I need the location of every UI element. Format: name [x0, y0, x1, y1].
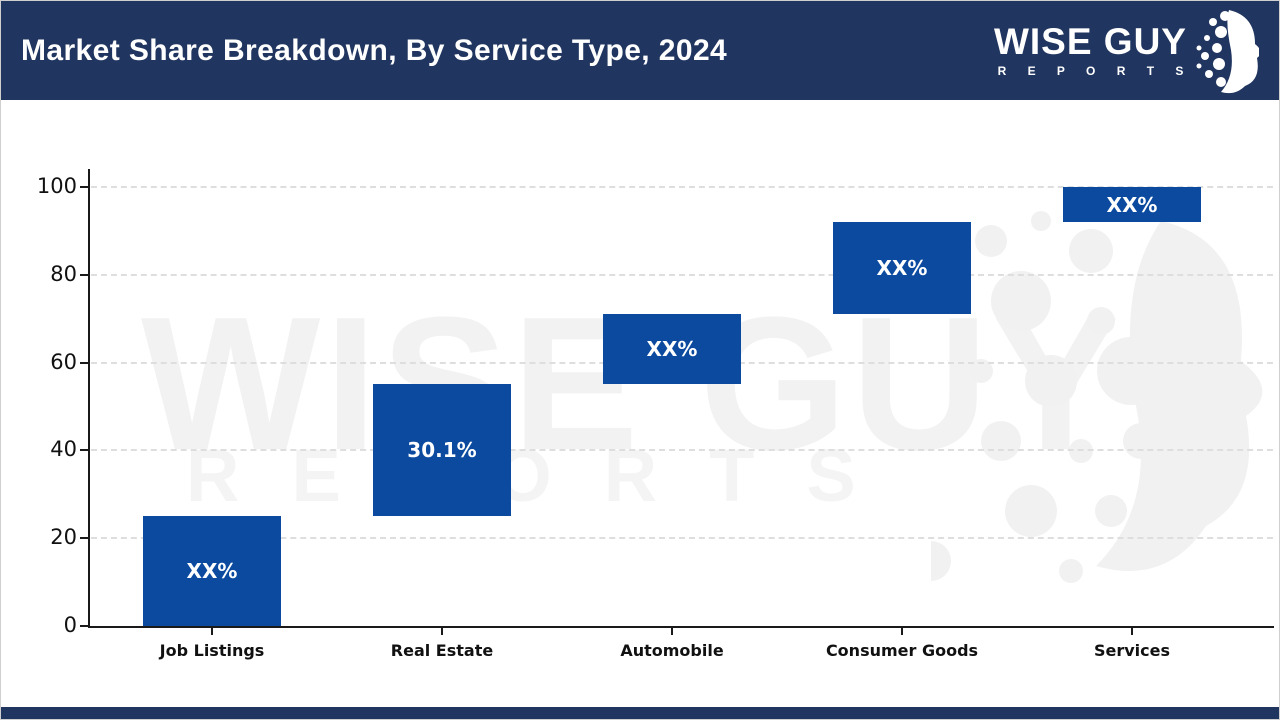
brand-name: WISE GUY — [993, 21, 1187, 62]
bar-real-estate: 30.1% — [373, 384, 511, 517]
bar-value-label: XX% — [1106, 192, 1158, 217]
y-tick-mark-60 — [80, 361, 88, 364]
x-tick-mark-1 — [211, 628, 213, 635]
bar-value-label: XX% — [646, 337, 698, 362]
gridline-40 — [91, 449, 1273, 452]
x-tick-mark-5 — [1131, 628, 1133, 635]
gridline-20 — [91, 537, 1273, 540]
x-category-label-job-listings: Job Listings — [159, 641, 265, 660]
y-tick-mark-20 — [80, 537, 88, 540]
x-category-label-services: Services — [1093, 641, 1171, 660]
page-title: Market Share Breakdown, By Service Type,… — [21, 33, 728, 67]
x-category-label-real-estate: Real Estate — [390, 641, 494, 660]
bar-automobile: XX% — [603, 314, 741, 385]
gridline-80 — [91, 273, 1273, 276]
bar-services: XX% — [1063, 187, 1201, 223]
x-tick-mark-3 — [671, 628, 673, 635]
y-tick-label-40: 40 — [50, 437, 77, 462]
brand-subname: R E P O R T S — [997, 64, 1193, 78]
y-tick-mark-40 — [80, 449, 88, 452]
footer-bar — [1, 707, 1279, 719]
y-tick-label-80: 80 — [50, 261, 77, 286]
x-category-label-automobile: Automobile — [620, 641, 724, 660]
brand-face-icon — [1196, 9, 1259, 93]
header-bar: Market Share Breakdown, By Service Type,… — [1, 1, 1279, 100]
y-tick-mark-80 — [80, 273, 88, 276]
brand-logo-text: WISE GUY R E P O R T S — [994, 23, 1187, 78]
y-tick-label-60: 60 — [50, 349, 77, 374]
x-tick-mark-4 — [901, 628, 903, 635]
y-tick-label-100: 100 — [36, 174, 77, 198]
y-tick-label-0: 0 — [63, 613, 77, 637]
brand-logo: WISE GUY R E P O R T S — [994, 8, 1259, 94]
bar-consumer-goods: XX% — [833, 222, 971, 315]
x-category-label-consumer-goods: Consumer Goods — [825, 641, 979, 660]
y-tick-mark-100 — [80, 186, 88, 188]
y-axis-spine — [88, 169, 90, 628]
y-tick-mark-0 — [80, 625, 88, 627]
bar-value-label: XX% — [186, 559, 238, 584]
gridline-100 — [91, 186, 1273, 188]
x-tick-mark-2 — [441, 628, 443, 635]
x-axis-spine — [88, 626, 1274, 628]
bar-value-label: XX% — [876, 256, 928, 281]
y-tick-label-20: 20 — [50, 525, 77, 550]
bar-value-label: 30.1% — [407, 438, 477, 463]
bar-job-listings: XX% — [143, 516, 281, 626]
